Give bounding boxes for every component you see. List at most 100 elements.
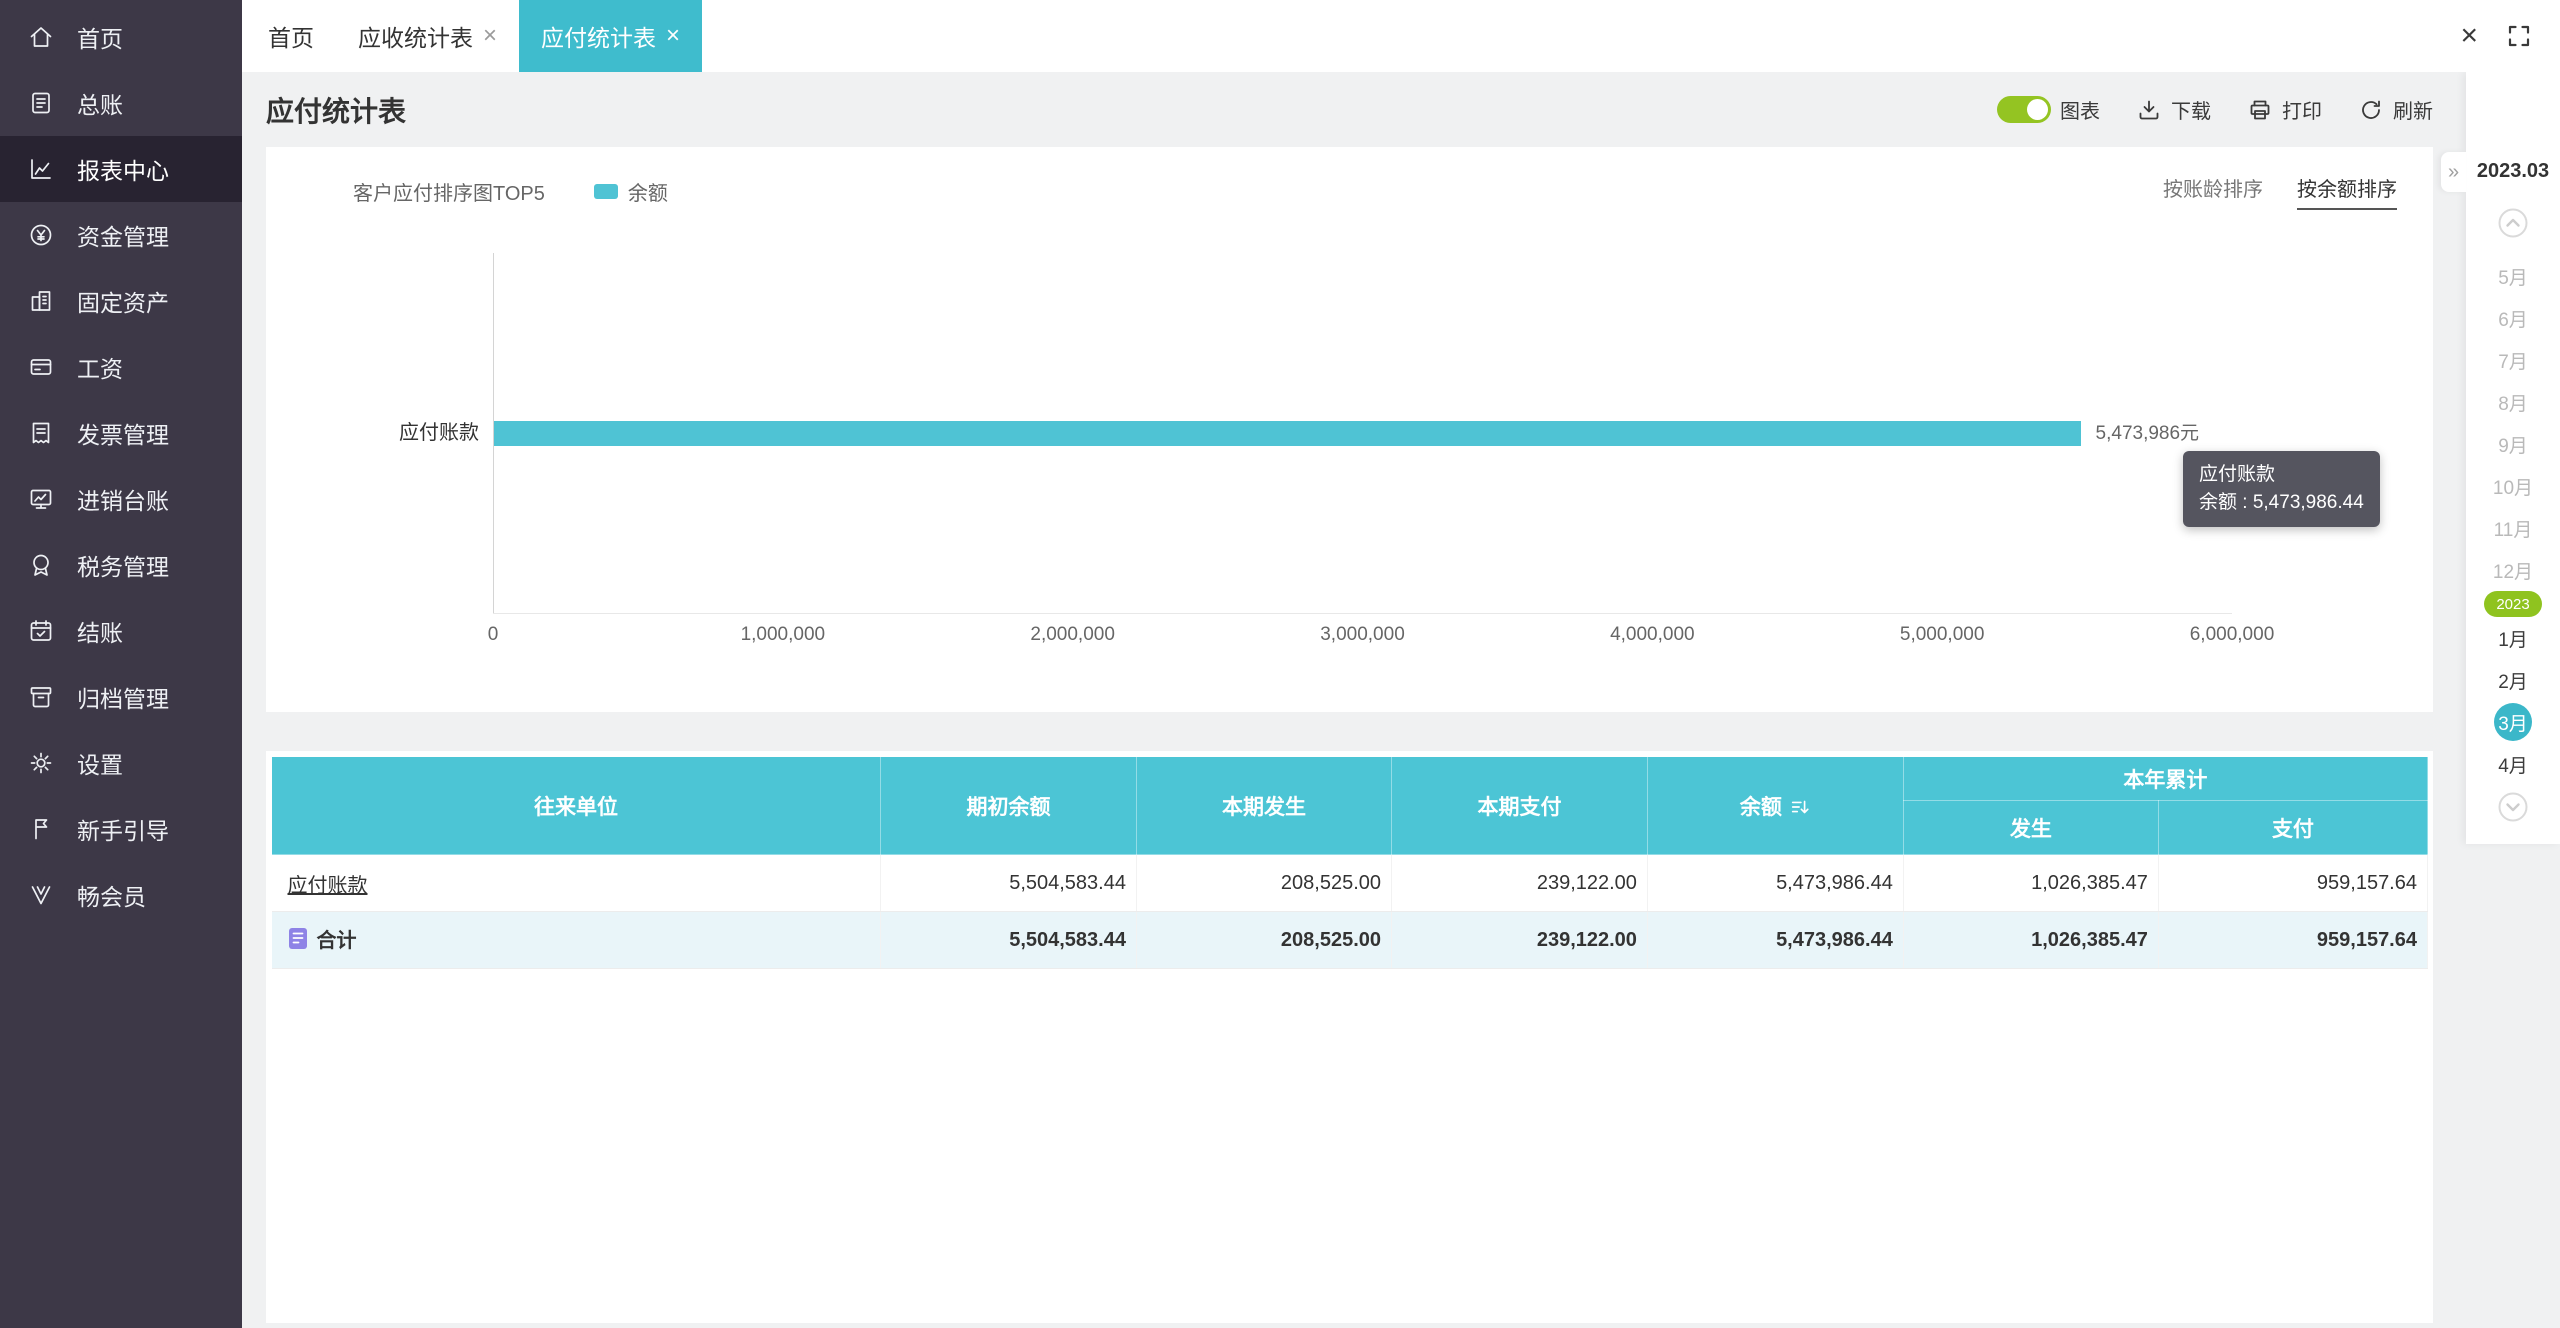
col-header-ytd: 本年累计 bbox=[1902, 756, 2429, 801]
sidebar-item-label: 工资 bbox=[77, 356, 123, 382]
month-item[interactable]: 9月 bbox=[2498, 435, 2528, 457]
tab-payable-statistics[interactable]: 应付统计表 × bbox=[519, 0, 703, 72]
chart-toggle-label: 图表 bbox=[2060, 101, 2100, 123]
year-badge: 2023 bbox=[2484, 591, 2542, 617]
sidebar-item-fixed-assets[interactable]: 固定资产 bbox=[0, 268, 242, 334]
tab-label: 应付统计表 bbox=[541, 25, 657, 51]
x-tick-label: 3,000,000 bbox=[1320, 624, 1405, 645]
month-item[interactable]: 8月 bbox=[2498, 393, 2528, 415]
sidebar-item-fund-management[interactable]: 资金管理 bbox=[0, 202, 242, 268]
scroll-months-up-button[interactable] bbox=[2497, 207, 2529, 239]
month-item[interactable]: 6月 bbox=[2498, 309, 2528, 331]
col-header-unit: 往来单位 bbox=[270, 756, 882, 855]
sort-by-aging-link[interactable]: 按账龄排序 bbox=[2163, 178, 2263, 201]
payable-account-link[interactable]: 应付账款 bbox=[287, 874, 368, 897]
calendar-check-icon bbox=[30, 620, 52, 641]
sidebar-item-tax-management[interactable]: 税务管理 bbox=[0, 532, 242, 598]
payable-statistics-table: 往来单位 期初余额 本期发生 本期支付 余额 本年累计 发生 支付 应付账款 5… bbox=[270, 756, 2429, 969]
collapse-panel-handle[interactable]: » bbox=[2441, 152, 2466, 192]
scroll-months-down-button[interactable] bbox=[2497, 791, 2529, 823]
x-tick-label: 1,000,000 bbox=[740, 624, 826, 645]
sidebar-item-home[interactable]: 首页 bbox=[0, 4, 242, 70]
sidebar-item-label: 畅会员 bbox=[77, 884, 146, 910]
refresh-button[interactable]: 刷新 bbox=[2358, 95, 2433, 124]
print-label: 打印 bbox=[2282, 101, 2322, 123]
sidebar-item-archive-management[interactable]: 归档管理 bbox=[0, 664, 242, 730]
sidebar-item-label: 结账 bbox=[77, 620, 123, 646]
sidebar-item-beginner-guide[interactable]: 新手引导 bbox=[0, 796, 242, 862]
guide-flag-icon bbox=[35, 819, 48, 840]
page-header: 应付统计表 图表 下载 打印 刷新 bbox=[242, 72, 2560, 147]
chart-header: 客户应付排序图TOP5 余额 按账龄排序 按余额排序 bbox=[353, 171, 2397, 211]
member-v-icon bbox=[31, 886, 51, 905]
sidebar-item-label: 进销台账 bbox=[77, 488, 169, 514]
tab-close-icon[interactable]: × bbox=[666, 22, 681, 49]
month-item[interactable]: 7月 bbox=[2498, 351, 2528, 373]
sidebar-item-label: 固定资产 bbox=[77, 290, 169, 316]
building-icon bbox=[31, 291, 51, 311]
ledger-icon bbox=[32, 92, 50, 114]
sort-by-balance-link[interactable]: 按余额排序 bbox=[2297, 173, 2397, 210]
month-item[interactable]: 11月 bbox=[2493, 519, 2533, 541]
sidebar-item-label: 设置 bbox=[77, 752, 123, 778]
total-paid: 239,122.00 bbox=[1391, 911, 1648, 969]
toolbar: 图表 下载 打印 刷新 bbox=[1997, 95, 2433, 124]
table-card: 往来单位 期初余额 本期发生 本期支付 余额 本年累计 发生 支付 应付账款 5… bbox=[266, 751, 2433, 1323]
balance-bar[interactable] bbox=[494, 421, 2081, 446]
sidebar-item-label: 报表中心 bbox=[77, 158, 169, 184]
chart-header-left: 客户应付排序图TOP5 余额 bbox=[353, 177, 668, 206]
tab-receivable-statistics[interactable]: 应收统计表 × bbox=[336, 0, 519, 72]
col-header-current-incurred: 本期发生 bbox=[1135, 756, 1393, 855]
col-header-balance[interactable]: 余额 bbox=[1646, 756, 1904, 855]
legend-balance[interactable]: 余额 bbox=[593, 177, 668, 206]
fullscreen-icon[interactable] bbox=[2506, 23, 2532, 49]
balance-header-label: 余额 bbox=[1739, 795, 1782, 819]
sidebar-item-member[interactable]: 畅会员 bbox=[0, 862, 242, 928]
month-panel: » 2023.03 5月 6月 7月 8月 9月 10月 11月 12月 202… bbox=[2441, 72, 2560, 844]
sidebar-item-label: 归档管理 bbox=[77, 686, 169, 712]
x-axis-line bbox=[493, 613, 2232, 614]
sidebar-item-report-center[interactable]: 报表中心 bbox=[0, 136, 242, 202]
month-item[interactable]: 2月 bbox=[2498, 671, 2528, 693]
window-controls: × bbox=[2460, 21, 2560, 51]
total-ytd-incurred: 1,026,385.47 bbox=[1903, 911, 2159, 969]
tab-close-icon[interactable]: × bbox=[483, 22, 498, 49]
legend-label: 余额 bbox=[627, 182, 668, 205]
sort-icon[interactable] bbox=[1789, 796, 1811, 818]
month-item[interactable]: 4月 bbox=[2498, 755, 2528, 777]
sidebar-item-settings[interactable]: 设置 bbox=[0, 730, 242, 796]
sidebar-item-invoice-management[interactable]: 发票管理 bbox=[0, 400, 242, 466]
x-tick-label: 6,000,000 bbox=[2189, 624, 2275, 645]
sidebar-item-closing[interactable]: 结账 bbox=[0, 598, 242, 664]
cell-opening: 5,504,583.44 bbox=[880, 854, 1137, 912]
double-chevron-right-icon: » bbox=[2447, 160, 2460, 183]
download-button[interactable]: 下载 bbox=[2136, 95, 2211, 124]
total-icon bbox=[288, 928, 307, 949]
chevron-up-icon bbox=[2498, 208, 2528, 238]
month-item[interactable]: 10月 bbox=[2492, 477, 2534, 499]
close-icon[interactable]: × bbox=[2460, 19, 2478, 52]
tab-label: 应收统计表 bbox=[358, 25, 473, 51]
chevron-down-icon bbox=[2498, 792, 2528, 822]
sidebar-item-label: 首页 bbox=[77, 26, 123, 52]
invoice-icon bbox=[32, 422, 50, 444]
month-list: 5月 6月 7月 8月 9月 10月 11月 12月 2023 1月 2月 3月… bbox=[2466, 255, 2560, 785]
legend-swatch bbox=[593, 183, 618, 199]
sidebar-item-salary[interactable]: 工资 bbox=[0, 334, 242, 400]
month-item[interactable]: 12月 bbox=[2492, 561, 2534, 583]
chart-title: 客户应付排序图TOP5 bbox=[353, 182, 545, 205]
chart-sort-options: 按账龄排序 按余额排序 bbox=[2163, 173, 2397, 210]
tab-home[interactable]: 首页 bbox=[246, 0, 336, 72]
print-button[interactable]: 打印 bbox=[2247, 95, 2322, 124]
printer-icon bbox=[2250, 100, 2270, 119]
total-incurred: 208,525.00 bbox=[1136, 911, 1393, 969]
cell-incurred: 208,525.00 bbox=[1136, 854, 1393, 912]
month-item-selected[interactable]: 3月 bbox=[2466, 701, 2560, 743]
chart-toggle[interactable] bbox=[1997, 96, 2051, 123]
sidebar-item-general-ledger[interactable]: 总账 bbox=[0, 70, 242, 136]
sidebar-item-purchase-sales-ledger[interactable]: 进销台账 bbox=[0, 466, 242, 532]
cell-ytd-incurred: 1,026,385.47 bbox=[1903, 854, 2159, 912]
month-item[interactable]: 5月 bbox=[2498, 267, 2528, 289]
salary-card-icon bbox=[30, 359, 52, 375]
month-item[interactable]: 1月 bbox=[2498, 629, 2528, 651]
